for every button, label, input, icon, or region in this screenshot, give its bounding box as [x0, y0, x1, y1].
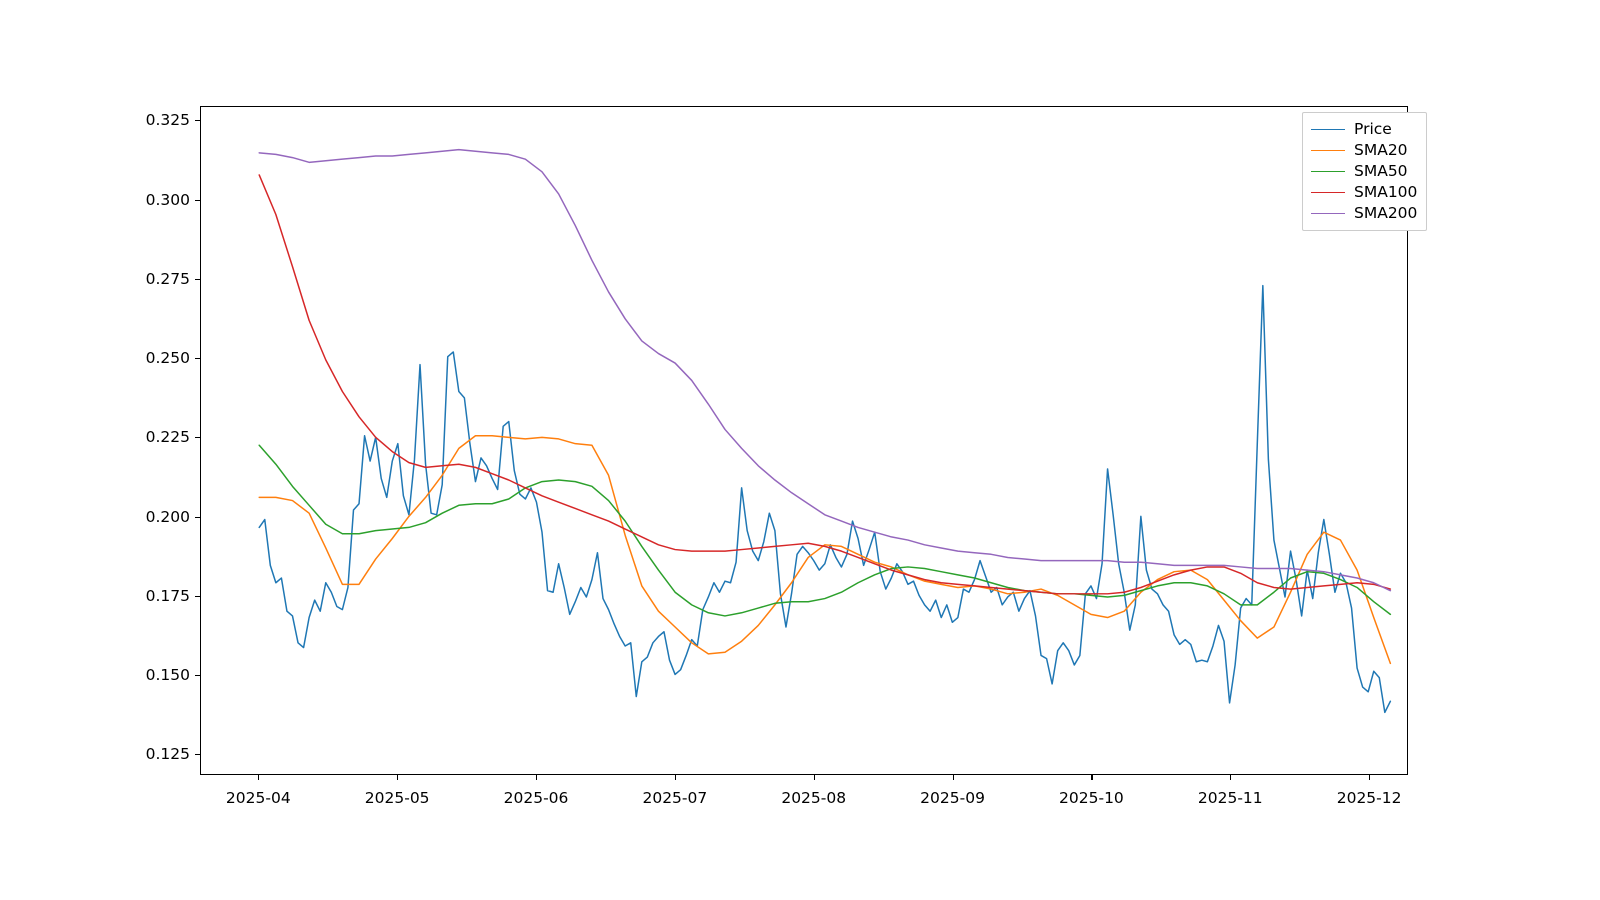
x-tick-mark: [1369, 775, 1371, 780]
x-tick-mark: [1230, 775, 1232, 780]
legend-item-sma200[interactable]: SMA200: [1311, 203, 1417, 224]
x-tick-mark: [674, 775, 676, 780]
chart-legend[interactable]: Price SMA20 SMA50 SMA100 SMA200: [1302, 112, 1428, 231]
x-tick-label: 2025-11: [1197, 789, 1263, 807]
x-tick-mark: [397, 775, 399, 780]
legend-item-sma50[interactable]: SMA50: [1311, 161, 1417, 182]
x-tick-label: 2025-08: [781, 789, 847, 807]
x-tick-label: 2025-09: [920, 789, 985, 807]
x-tick-label: 2025-04: [225, 789, 291, 807]
legend-color-swatch-sma200: [1311, 213, 1345, 214]
series-line-sma100: [258, 174, 1392, 595]
y-tick-label: 0.225: [145, 428, 190, 447]
x-tick-mark: [813, 775, 815, 780]
x-tick-mark: [258, 775, 260, 780]
legend-item-sma20[interactable]: SMA20: [1311, 140, 1417, 161]
y-tick-mark: [195, 437, 200, 439]
y-tick-label: 0.275: [145, 269, 190, 288]
y-tick-label: 0.175: [145, 586, 190, 605]
x-tick-label: 2025-07: [642, 789, 708, 807]
legend-color-swatch-price: [1311, 129, 1345, 130]
y-tick-mark: [195, 358, 200, 360]
x-tick-mark: [1091, 775, 1093, 780]
x-tick-label: 2025-10: [1059, 789, 1124, 807]
series-line-sma20: [258, 435, 1392, 665]
y-tick-label: 0.150: [145, 666, 190, 685]
y-tick-mark: [195, 595, 200, 597]
legend-color-swatch-sma50: [1311, 171, 1345, 172]
y-tick-label: 0.125: [145, 745, 190, 764]
x-tick-mark: [952, 775, 954, 780]
y-tick-mark: [195, 675, 200, 677]
y-tick-label: 0.325: [145, 111, 190, 130]
legend-label: SMA20: [1354, 141, 1408, 159]
y-tick-label: 0.200: [145, 507, 190, 526]
series-line-sma50: [258, 444, 1392, 617]
y-tick-label: 0.300: [145, 190, 190, 209]
legend-item-price[interactable]: Price: [1311, 119, 1417, 140]
legend-label: SMA50: [1354, 162, 1408, 180]
y-tick-mark: [195, 516, 200, 518]
legend-color-swatch-sma100: [1311, 192, 1345, 193]
series-line-price: [258, 284, 1392, 714]
plot-axes-area: [200, 106, 1408, 775]
x-tick-mark: [536, 775, 538, 780]
legend-label: Price: [1354, 120, 1392, 138]
legend-item-sma100[interactable]: SMA100: [1311, 182, 1417, 203]
legend-color-swatch-sma20: [1311, 150, 1345, 151]
y-tick-mark: [195, 120, 200, 122]
x-tick-label: 2025-12: [1336, 789, 1402, 807]
legend-label: SMA100: [1354, 183, 1418, 201]
y-tick-mark: [195, 278, 200, 280]
y-tick-mark: [195, 199, 200, 201]
series-line-sma200: [258, 148, 1392, 592]
y-tick-mark: [195, 754, 200, 756]
series-lines-svg: [258, 148, 1392, 714]
legend-label: SMA200: [1354, 204, 1418, 222]
y-tick-label: 0.250: [145, 349, 190, 368]
x-tick-label: 2025-05: [364, 789, 430, 807]
x-tick-label: 2025-06: [503, 789, 569, 807]
